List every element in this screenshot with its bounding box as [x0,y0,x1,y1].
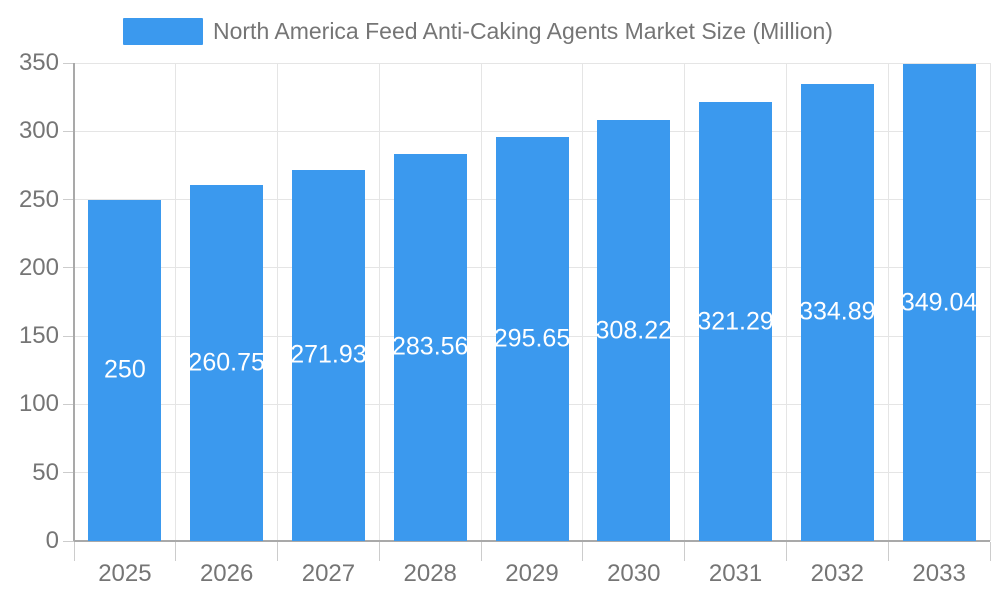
x-axis-label: 2030 [607,560,661,587]
bar[interactable]: 308.22 [595,120,672,541]
bar-value-label: 321.29 [697,307,774,336]
x-gridline [480,63,482,541]
bar[interactable]: 283.56 [391,153,469,541]
y-axis-tick [63,403,74,405]
y-axis-tick [63,62,74,64]
y-axis-label: 200 [18,253,59,281]
x-gridline [378,63,380,541]
x-axis-tick [989,542,991,561]
bar[interactable]: 334.89 [799,83,876,541]
x-axis-tick [785,542,787,561]
x-gridline [277,63,279,541]
bar-value-label: 308.22 [595,316,672,345]
y-axis-tick [63,335,74,337]
y-axis-label: 50 [32,458,59,486]
bar[interactable]: 250 [88,199,162,541]
legend-swatch-icon [123,17,203,45]
x-axis-tick [378,542,380,561]
bar-value-label: 283.56 [391,332,469,361]
y-axis-label: 0 [45,527,59,554]
bar[interactable]: 321.29 [697,102,774,541]
x-axis-tick [887,542,889,561]
x-gridline [582,63,584,541]
y-axis-tick [63,199,74,201]
bar-value-label: 295.65 [493,324,571,353]
y-axis-line [73,63,75,541]
bar-value-label: 349.04 [900,288,978,317]
x-axis-tick [582,542,584,561]
bar[interactable]: 271.93 [290,169,367,541]
x-gridline [785,63,787,541]
y-axis-tick [63,267,74,269]
x-axis-label: 2026 [199,560,254,587]
x-axis-label: 2028 [403,560,457,587]
x-axis-label: 2029 [505,560,559,587]
bar[interactable]: 295.65 [493,137,571,541]
bar[interactable]: 349.04 [900,64,978,541]
y-axis-tick [63,130,74,132]
x-axis-label: 2031 [708,560,763,587]
x-gridline [684,63,686,541]
x-axis-tick [684,542,686,561]
x-axis-label: 2027 [301,560,356,587]
x-axis-tick [480,542,482,561]
y-axis-tick [63,472,74,474]
y-axis-label: 250 [18,185,59,213]
y-gridline [74,130,990,132]
x-axis-label: 2032 [810,560,865,587]
y-axis-tick [63,540,74,542]
y-axis-label: 150 [18,322,59,350]
y-gridline [74,62,990,64]
legend-item[interactable]: North America Feed Anti-Caking Agents Ma… [123,16,833,46]
legend-label: North America Feed Anti-Caking Agents Ma… [213,17,833,44]
x-axis-tick [73,542,75,561]
y-axis-label: 100 [18,390,59,418]
x-gridline [175,63,177,541]
x-gridline [989,63,991,541]
x-gridline [887,63,889,541]
x-axis-line [74,540,990,542]
y-axis-label: 300 [18,117,59,145]
x-axis-label: 2033 [912,560,966,587]
bar[interactable]: 260.75 [188,184,265,541]
bar-value-label: 334.89 [799,297,876,326]
x-axis-tick [277,542,279,561]
bar-value-label: 271.93 [290,340,367,369]
x-axis-tick [175,542,177,561]
y-axis-label: 350 [18,49,59,76]
x-axis-label: 2025 [98,560,152,587]
bar-value-label: 250 [104,355,146,384]
bar-value-label: 260.75 [188,348,265,377]
